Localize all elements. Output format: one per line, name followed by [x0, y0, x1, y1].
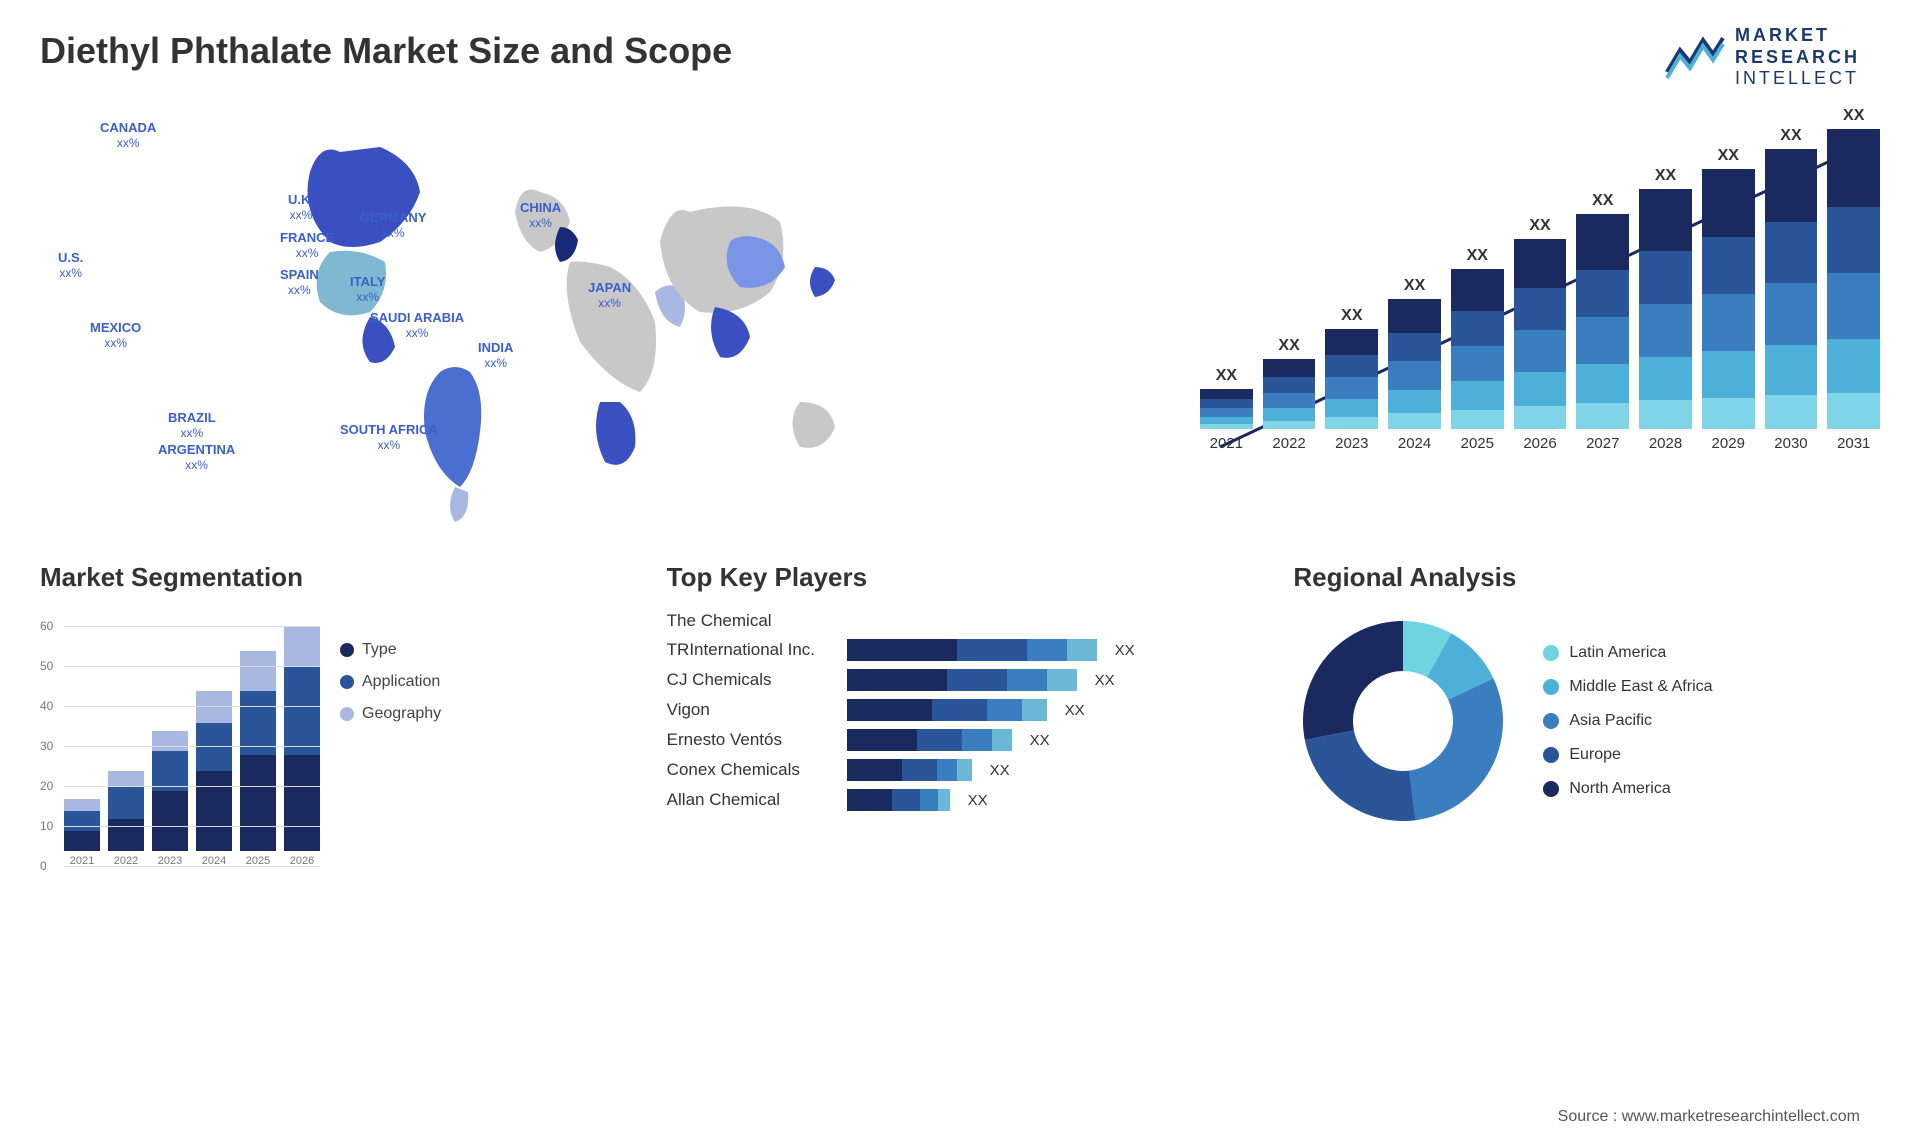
growth-bar: XX2029: [1702, 147, 1755, 452]
segmentation-title: Market Segmentation: [40, 562, 627, 593]
legend-item: Asia Pacific: [1543, 712, 1712, 730]
country-label: SPAINxx%: [280, 267, 319, 297]
growth-bar: XX2022: [1263, 337, 1316, 452]
country-label: ARGENTINAxx%: [158, 442, 235, 472]
country-label: INDIAxx%: [478, 340, 513, 370]
logo-icon: [1665, 30, 1725, 85]
growth-bar: XX2021: [1200, 367, 1253, 452]
growth-bar: XX2028: [1639, 167, 1692, 452]
segmentation-legend: Type Application Geography: [340, 611, 441, 891]
legend-item: Europe: [1543, 746, 1712, 764]
legend-item: North America: [1543, 780, 1712, 798]
country-label: SOUTH AFRICAxx%: [340, 422, 438, 452]
growth-chart: XX2021XX2022XX2023XX2024XX2025XX2026XX20…: [1200, 92, 1880, 522]
legend-item: Geography: [340, 705, 441, 723]
country-label: CANADAxx%: [100, 120, 156, 150]
seg-bar: 2023: [152, 731, 188, 867]
country-label: SAUDI ARABIAxx%: [370, 310, 464, 340]
seg-bar: 2024: [196, 691, 232, 867]
logo-text: MARKET RESEARCH INTELLECT: [1735, 25, 1860, 90]
country-label: JAPANxx%: [588, 280, 631, 310]
growth-bar: XX2026: [1514, 217, 1567, 452]
country-label: U.S.xx%: [58, 250, 83, 280]
player-row: CJ ChemicalsXX: [667, 669, 1254, 691]
growth-bar: XX2023: [1325, 307, 1378, 452]
regional-legend: Latin America Middle East & Africa Asia Pa…: [1543, 644, 1712, 798]
donut-chart: [1293, 611, 1513, 831]
growth-bar: XX2027: [1576, 192, 1629, 452]
country-label: BRAZILxx%: [168, 410, 216, 440]
player-row: VigonXX: [667, 699, 1254, 721]
segmentation-panel: Market Segmentation 20212022202320242025…: [40, 562, 627, 891]
country-label: MEXICOxx%: [90, 320, 141, 350]
page-title: Diethyl Phthalate Market Size and Scope: [40, 30, 1880, 72]
legend-item: Latin America: [1543, 644, 1712, 662]
growth-bar: XX2031: [1827, 107, 1880, 452]
seg-bar: 2025: [240, 651, 276, 867]
player-row: TRInternational Inc.XX: [667, 639, 1254, 661]
seg-bar: 2021: [64, 799, 100, 867]
growth-bar: XX2030: [1765, 127, 1818, 452]
regional-panel: Regional Analysis Latin America Middle Ea…: [1293, 562, 1880, 891]
country-label: U.K.xx%: [288, 192, 314, 222]
legend-item: Application: [340, 673, 441, 691]
players-panel: Top Key Players The ChemicalTRInternatio…: [667, 562, 1254, 891]
logo: MARKET RESEARCH INTELLECT: [1665, 25, 1860, 90]
country-label: GERMANYxx%: [360, 210, 426, 240]
country-label: FRANCExx%: [280, 230, 334, 260]
growth-bar: XX2024: [1388, 277, 1441, 452]
legend-item: Middle East & Africa: [1543, 678, 1712, 696]
regional-title: Regional Analysis: [1293, 562, 1880, 593]
country-label: ITALYxx%: [350, 274, 385, 304]
segmentation-chart: 202120222023202420252026 0102030405060: [40, 611, 320, 891]
world-map: CANADAxx% U.S.xx% MEXICOxx% BRAZILxx%ARGENT…: [40, 92, 1140, 522]
source-text: Source : www.marketresearchintellect.com: [1558, 1108, 1860, 1126]
players-list: The ChemicalTRInternational Inc.XXCJ Che…: [667, 611, 1254, 811]
player-row: Conex ChemicalsXX: [667, 759, 1254, 781]
players-title: Top Key Players: [667, 562, 1254, 593]
legend-item: Type: [340, 641, 441, 659]
growth-bar: XX2025: [1451, 247, 1504, 452]
country-label: CHINAxx%: [520, 200, 561, 230]
player-row: Allan ChemicalXX: [667, 789, 1254, 811]
seg-bar: 2026: [284, 627, 320, 867]
player-row: Ernesto VentósXX: [667, 729, 1254, 751]
